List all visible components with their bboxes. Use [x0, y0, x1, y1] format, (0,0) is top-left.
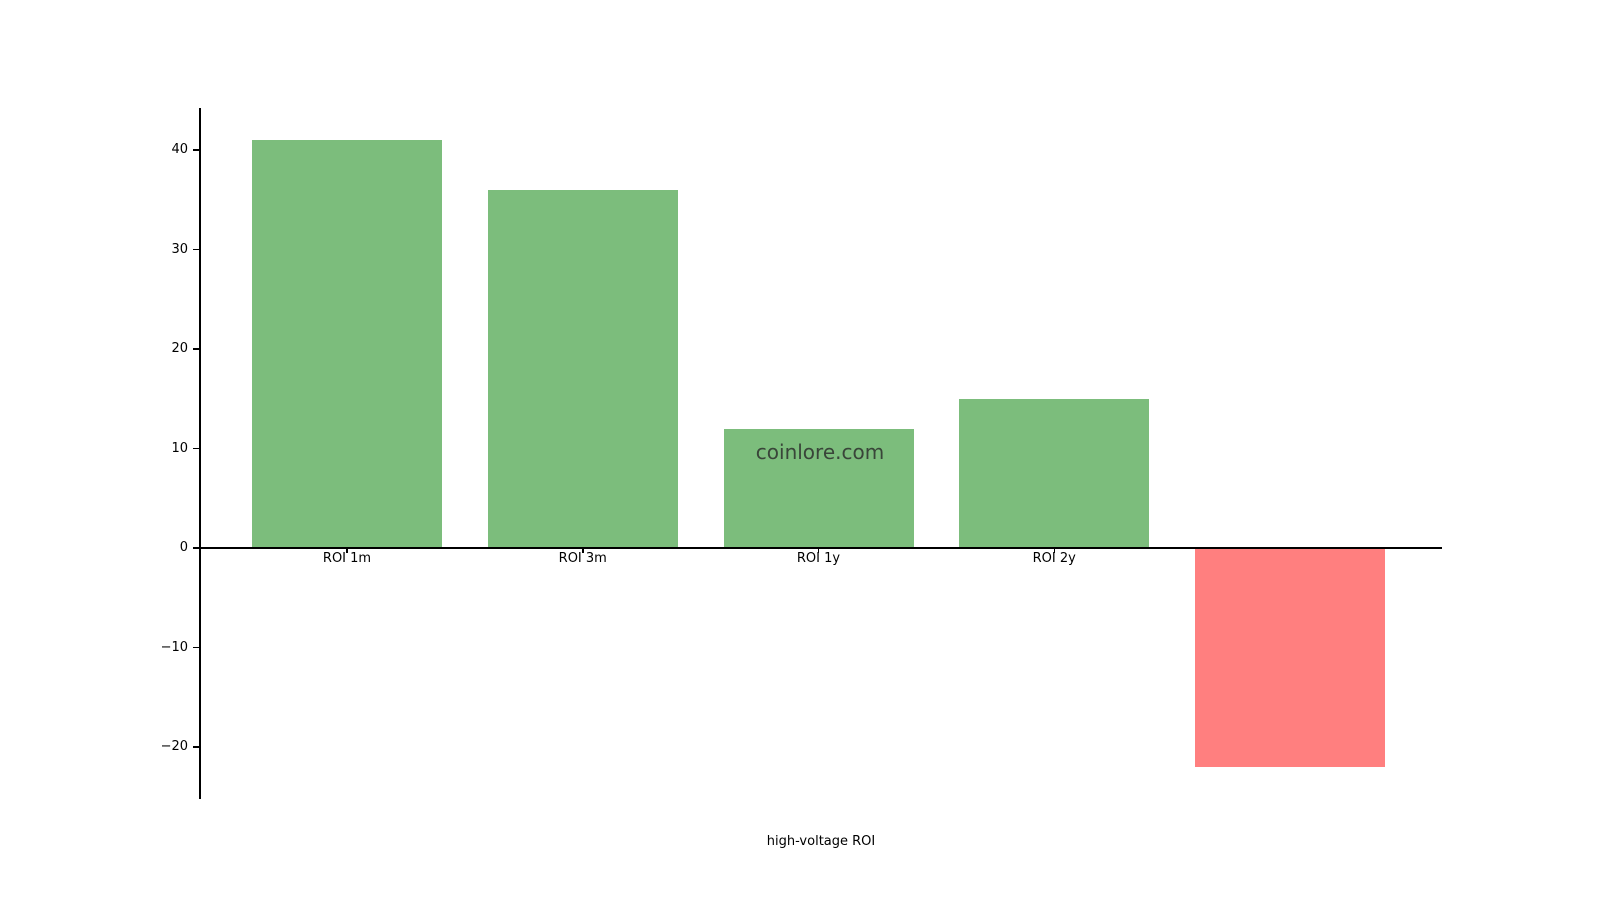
watermark-text: coinlore.com	[755, 440, 885, 464]
y-axis-line	[199, 108, 201, 799]
y-tick-mark	[193, 248, 200, 251]
x-tick-mark	[582, 548, 584, 553]
bar-roi-2y	[959, 398, 1150, 548]
x-tick-label: ROI 2y	[1032, 551, 1076, 566]
y-tick-label: 30	[171, 241, 188, 257]
y-tick-label: 10	[171, 440, 188, 456]
x-tick-mark	[817, 548, 820, 553]
x-tick-label: ROI 1m	[322, 551, 372, 566]
y-tick-mark	[193, 547, 200, 549]
bar-roi-1m	[252, 140, 442, 548]
x-tick-label: ROI 3m	[558, 551, 607, 566]
y-tick-label: −20	[160, 739, 188, 754]
x-tick-label: ROI 1y	[796, 551, 841, 566]
y-tick-label: 20	[171, 341, 188, 356]
y-tick-mark	[193, 348, 200, 350]
x-axis-title: high-voltage ROI	[766, 834, 876, 849]
y-tick-mark	[193, 746, 200, 748]
x-axis-line	[199, 547, 1442, 549]
x-tick-mark	[1053, 548, 1055, 553]
y-tick-mark	[193, 447, 200, 450]
y-tick-mark	[193, 149, 200, 151]
bar-unlabeled	[1195, 548, 1385, 767]
y-tick-mark	[193, 646, 200, 649]
y-tick-label: 0	[179, 540, 188, 555]
x-tick-mark	[346, 548, 348, 553]
y-tick-label: −10	[160, 639, 188, 655]
y-tick-label: 40	[171, 142, 188, 157]
bar-roi-3m	[487, 189, 678, 548]
bar-roi-1y	[723, 428, 914, 548]
